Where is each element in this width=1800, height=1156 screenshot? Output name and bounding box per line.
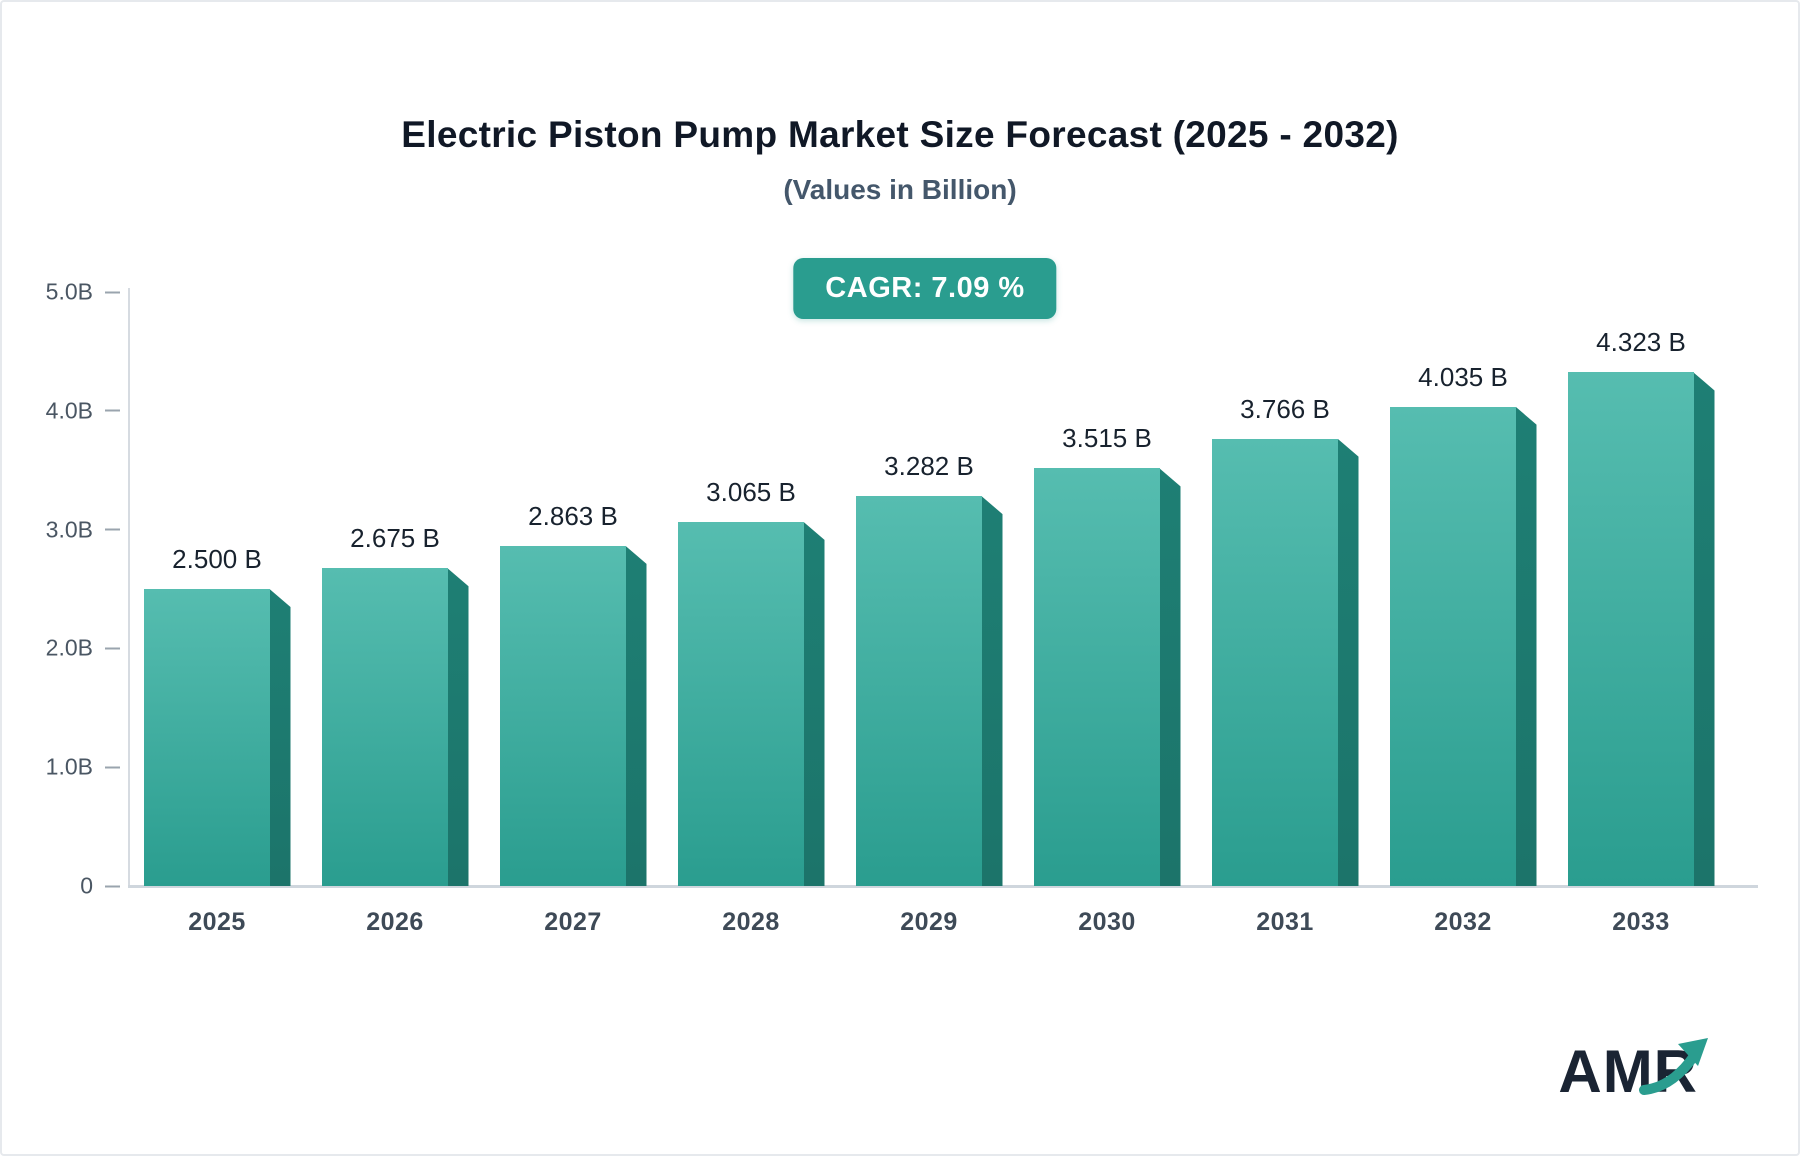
bar-chart-plot: 5.0B 4.0B 3.0B 2.0B 1.0B 0 2.500 B 2025 2.675 B 2… (46, 279, 1758, 936)
y-axis-tick-mark (105, 291, 120, 293)
bar-2025 (143, 589, 291, 886)
y-axis-tick: 1.0B (8, 754, 120, 781)
bar-value-label: 4.035 B (1418, 361, 1508, 392)
bar-side (447, 568, 469, 886)
bar-side (625, 545, 647, 886)
bar-value-label: 3.065 B (706, 476, 796, 507)
chart-title: Electric Piston Pump Market Size Forecas… (401, 114, 1399, 155)
y-axis-tick-mark (105, 885, 120, 887)
bar-face (321, 568, 448, 886)
y-axis-tick-mark (105, 528, 120, 531)
bar-value-label: 2.675 B (350, 523, 440, 554)
bar-value-label: 4.323 B (1596, 327, 1686, 358)
y-axis-tick-label: 1.0B (45, 753, 93, 780)
bar-2028 (677, 521, 825, 886)
bar-value-label: 3.515 B (1062, 423, 1152, 454)
bar-face (499, 545, 626, 886)
bar-value-label: 3.766 B (1240, 393, 1330, 424)
x-axis-label: 2031 (1256, 908, 1314, 936)
bar-2031 (1211, 438, 1359, 886)
bar-value-label: 2.863 B (528, 500, 618, 531)
x-axis-label: 2029 (900, 908, 958, 936)
cagr-badge-label: CAGR: 7.09 % (825, 272, 1025, 304)
y-axis-tick-label: 4.0B (45, 397, 93, 424)
y-axis-tick: 5.0B (8, 279, 120, 306)
y-axis-tick-mark (105, 647, 120, 650)
y-axis-tick-mark (105, 409, 120, 412)
y-axis-line (128, 288, 130, 886)
y-axis-tick-label: 0 (80, 872, 93, 899)
bar-side (1515, 406, 1537, 886)
bar-2027 (499, 545, 647, 886)
growth-arrow-icon (1639, 1038, 1708, 1095)
bar-side (981, 496, 1003, 886)
y-axis-tick: 2.0B (8, 635, 120, 662)
y-axis-tick-label: 2.0B (45, 634, 93, 661)
bar-side (1159, 468, 1181, 886)
bar-value-label: 3.282 B (884, 451, 974, 482)
x-axis-label: 2026 (366, 908, 424, 936)
x-axis-label: 2028 (722, 908, 780, 936)
bar-2032 (1389, 406, 1537, 886)
bar-face (855, 496, 982, 886)
x-axis-label: 2027 (544, 908, 602, 936)
bar-2030 (1033, 468, 1181, 886)
bar-2029 (855, 496, 1003, 886)
cagr-badge: CAGR: 7.09 % (793, 258, 1057, 319)
bar-face (143, 589, 270, 886)
bar-face (1211, 438, 1338, 886)
amr-logo: AMR (1558, 1038, 1708, 1102)
bar-face (1389, 406, 1516, 886)
bar-2026 (321, 568, 469, 886)
x-axis-label: 2032 (1434, 908, 1492, 936)
y-axis-tick-label: 3.0B (45, 516, 93, 543)
bar-2033 (1567, 372, 1715, 886)
x-axis-label: 2033 (1612, 908, 1670, 936)
bar-face (677, 521, 804, 886)
y-axis-tick-label: 5.0B (45, 278, 93, 305)
bar-side (803, 521, 825, 886)
x-axis-label: 2030 (1078, 908, 1136, 936)
y-axis-tick-mark (105, 766, 120, 769)
y-axis-tick: 4.0B (8, 397, 120, 424)
y-axis-tick: 3.0B (8, 516, 120, 543)
bar-face (1567, 372, 1694, 886)
x-axis-label: 2025 (188, 908, 246, 936)
bar-side (269, 589, 291, 886)
y-axis-tick: 0 (8, 873, 120, 900)
x-axis-line (128, 885, 1758, 888)
chart-subtitle: (Values in Billion) (783, 174, 1017, 205)
bar-value-label: 2.500 B (172, 544, 262, 574)
bar-side (1693, 372, 1715, 886)
bar-face (1033, 468, 1160, 886)
bar-side (1337, 438, 1359, 886)
